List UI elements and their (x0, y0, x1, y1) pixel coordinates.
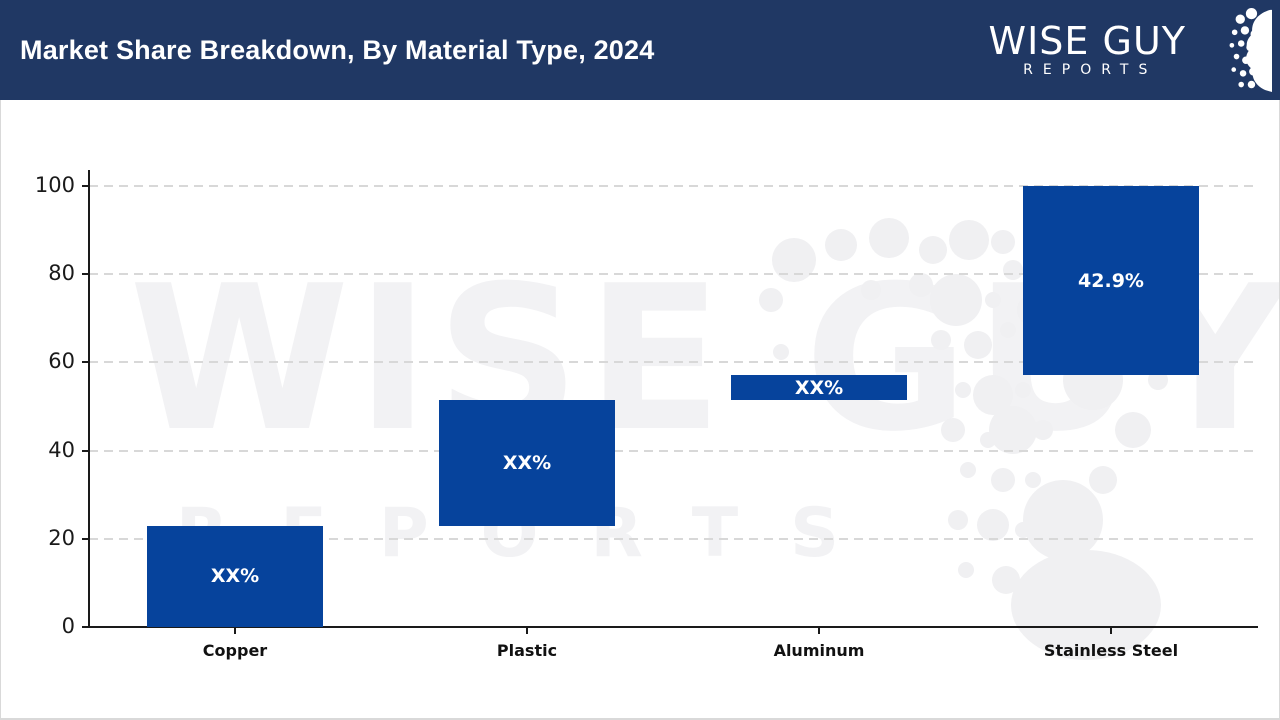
x-tick-mark (526, 627, 528, 634)
gridline-40 (89, 449, 1257, 452)
chart-area: WISE GUY REPORTS 0 20 40 60 80 100 XX% C (0, 100, 1280, 720)
y-tick-label: 40 (48, 437, 75, 462)
x-tick-mark (234, 627, 236, 634)
x-axis-category-label: Stainless Steel (1043, 641, 1179, 660)
gridline-80 (89, 273, 1257, 276)
bar-value-label: 42.9% (1078, 269, 1144, 292)
bar-plastic: XX% (439, 400, 615, 526)
y-tick-label: 0 (61, 614, 75, 638)
x-axis-category-label: Aluminum (773, 641, 865, 660)
gridline-20 (89, 537, 1257, 540)
bar-aluminum: XX% (731, 375, 907, 401)
x-axis-category-label: Plastic (496, 641, 558, 660)
y-tick-label: 20 (48, 525, 75, 550)
logo-face-icon (1229, 8, 1272, 92)
x-axis-category-label: Copper (202, 641, 268, 660)
gridline-60 (89, 361, 1257, 364)
bar-stainless-steel: 42.9% (1023, 186, 1199, 376)
y-tick-mark (82, 626, 89, 628)
y-tick-mark (82, 537, 89, 540)
bar-value-label: XX% (794, 376, 844, 399)
y-tick-mark (82, 185, 89, 187)
y-tick-label: 60 (48, 349, 75, 374)
chart-title: Market Share Breakdown, By Material Type… (20, 34, 655, 65)
header: Market Share Breakdown, By Material Type… (0, 0, 1280, 100)
x-axis-spine (88, 626, 1258, 628)
y-tick-mark (82, 449, 89, 452)
bar-value-label: XX% (502, 452, 552, 475)
logo-brand-text: WISE GUY (988, 19, 1186, 63)
y-axis-spine (88, 170, 90, 628)
y-tick-mark (82, 361, 89, 364)
logo-reports-text: REPORTS (1023, 62, 1158, 78)
x-tick-mark (1110, 627, 1112, 634)
bar-copper: XX% (147, 526, 323, 627)
bar-value-label: XX% (210, 565, 260, 588)
y-tick-label: 100 (34, 173, 75, 197)
x-tick-mark (818, 627, 820, 634)
logo-wordmark: WISE GUY REPORTS (989, 22, 1186, 78)
wiseguy-logo: WISE GUY REPORTS (989, 6, 1272, 94)
gridline-100 (89, 185, 1257, 187)
y-tick-label: 80 (48, 261, 75, 286)
y-tick-mark (82, 273, 89, 276)
